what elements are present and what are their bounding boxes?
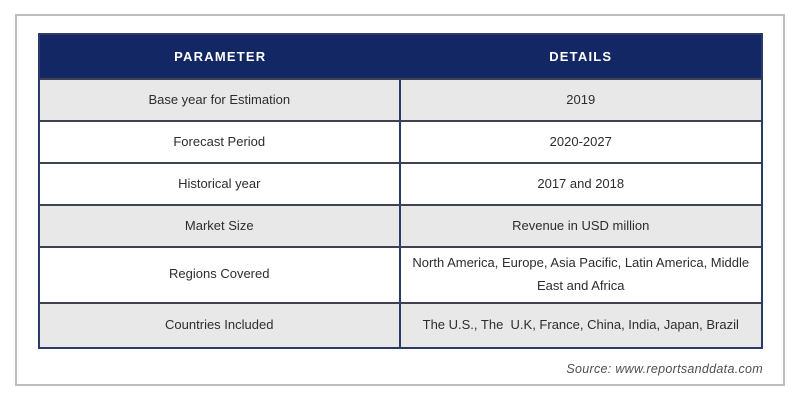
table-row: Historical year 2017 and 2018 bbox=[40, 162, 761, 204]
details-cell: 2020-2027 bbox=[549, 133, 612, 149]
table-body: Base year for Estimation 2019 Forecast Per… bbox=[40, 78, 761, 347]
header-cell-details: DETAILS bbox=[549, 49, 613, 64]
table-row: Market Size Revenue in USD million bbox=[40, 204, 761, 246]
parameter-cell: Countries Included bbox=[40, 303, 401, 347]
table-row: Countries Included The U.S., The U.K, Fra… bbox=[40, 301, 761, 347]
parameters-table: PARAMETER DETAILS Base year for Estimati… bbox=[38, 33, 763, 349]
table-row: Forecast Period 2020-2027 bbox=[40, 120, 761, 162]
header-cell-parameter: PARAMETER bbox=[174, 49, 267, 64]
parameter-cell: Base year for Estimation bbox=[40, 80, 401, 120]
table-header-row: PARAMETER DETAILS bbox=[40, 35, 761, 78]
parameter-cell: Market Size bbox=[40, 206, 401, 246]
table-row: Regions Covered North America, Europe, As… bbox=[40, 246, 761, 302]
details-cell: North America, Europe, Asia Pacific, Lat… bbox=[412, 255, 753, 293]
details-cell: 2019 bbox=[566, 91, 596, 107]
source-text: Source: www.reportsanddata.com bbox=[566, 362, 763, 376]
details-cell: The U.S., The U.K, France, China, India,… bbox=[422, 316, 739, 332]
table-row: Base year for Estimation 2019 bbox=[40, 78, 761, 120]
details-cell: 2017 and 2018 bbox=[537, 175, 625, 191]
parameter-cell: Regions Covered bbox=[40, 248, 401, 302]
parameter-cell: Historical year bbox=[40, 164, 401, 204]
details-cell: Revenue in USD million bbox=[512, 217, 650, 233]
parameter-cell: Forecast Period bbox=[40, 122, 401, 162]
